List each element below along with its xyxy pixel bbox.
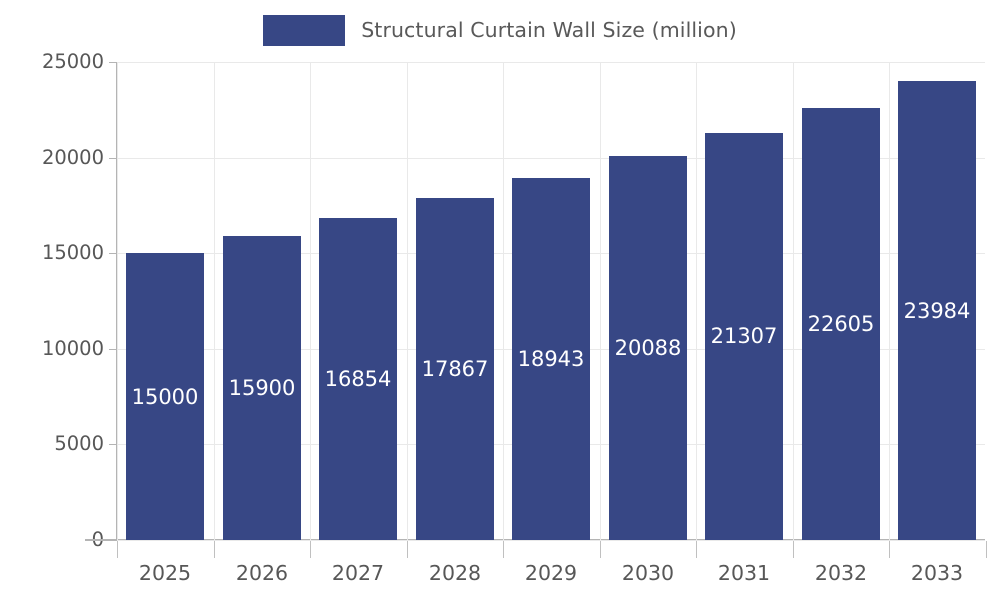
y-tick-label: 10000 bbox=[41, 336, 104, 360]
x-tick-label: 2028 bbox=[428, 561, 482, 585]
chart-legend[interactable]: Structural Curtain Wall Size (million) bbox=[0, 12, 1000, 48]
y-axis-labels: 0 5000 10000 15000 20000 25000 bbox=[0, 0, 116, 600]
bar-value-label: 20088 bbox=[614, 336, 682, 360]
x-gridline bbox=[696, 62, 697, 540]
bar-value-label: 16854 bbox=[324, 367, 392, 391]
y-tick-mark bbox=[109, 62, 116, 63]
x-tick-label: 2032 bbox=[814, 561, 868, 585]
plot-area: 15000 15900 16854 17867 18943 20088 21307 22605… bbox=[117, 62, 985, 541]
legend-label: Structural Curtain Wall Size (million) bbox=[361, 18, 737, 42]
x-tick-mark bbox=[310, 541, 311, 558]
x-tick-mark bbox=[503, 541, 504, 558]
bar[interactable] bbox=[898, 81, 976, 540]
bar[interactable] bbox=[802, 108, 880, 540]
y-gridline bbox=[117, 62, 985, 63]
y-tick-label: 25000 bbox=[41, 50, 104, 73]
bar-value-label: 18943 bbox=[517, 347, 585, 371]
x-gridline bbox=[503, 62, 504, 540]
x-tick-mark bbox=[696, 541, 697, 558]
bar[interactable] bbox=[223, 236, 301, 540]
bar-value-label: 17867 bbox=[421, 357, 489, 381]
bar-value-label: 23984 bbox=[903, 299, 971, 323]
y-gridline bbox=[117, 157, 985, 159]
legend-color-swatch bbox=[263, 14, 346, 46]
bar[interactable] bbox=[126, 253, 204, 540]
x-tick-label: 2033 bbox=[910, 561, 964, 585]
x-tick-mark bbox=[793, 541, 794, 558]
x-tick-mark bbox=[214, 541, 215, 558]
y-gridline bbox=[117, 540, 985, 541]
bar[interactable] bbox=[512, 178, 590, 540]
x-tick-mark bbox=[600, 541, 601, 558]
y-tick-mark bbox=[109, 348, 116, 350]
bar-value-label: 22605 bbox=[807, 312, 875, 336]
y-tick-label: 20000 bbox=[41, 145, 104, 169]
y-tick-mark bbox=[109, 253, 116, 255]
x-gridline bbox=[889, 62, 890, 540]
x-tick-label: 2027 bbox=[331, 561, 385, 585]
bar-value-label: 15900 bbox=[228, 376, 296, 400]
x-tick-label: 2031 bbox=[717, 561, 771, 585]
bar-value-label: 21307 bbox=[710, 324, 778, 348]
bar[interactable] bbox=[416, 198, 494, 540]
x-gridline bbox=[310, 62, 311, 540]
x-gridline bbox=[117, 62, 118, 540]
x-gridline bbox=[214, 62, 215, 540]
x-tick-label: 2026 bbox=[235, 561, 289, 585]
x-tick-mark bbox=[986, 541, 987, 558]
y-tick-label: 15000 bbox=[41, 241, 104, 265]
bar[interactable] bbox=[319, 218, 397, 540]
x-tick-label: 2029 bbox=[524, 561, 578, 585]
x-gridline bbox=[793, 62, 794, 540]
x-tick-label: 2030 bbox=[621, 561, 675, 585]
x-gridline bbox=[600, 62, 601, 540]
bar[interactable] bbox=[609, 156, 687, 540]
bar[interactable] bbox=[705, 133, 783, 540]
x-tick-mark bbox=[407, 541, 408, 558]
y-tick-mark bbox=[109, 157, 116, 159]
x-gridline bbox=[407, 62, 408, 540]
x-tick-mark bbox=[889, 541, 890, 558]
x-tick-label: 2025 bbox=[138, 561, 192, 585]
y-tick-mark bbox=[109, 444, 116, 446]
bar-value-label: 15000 bbox=[131, 385, 199, 409]
y-tick-label: 5000 bbox=[54, 432, 104, 456]
x-tick-mark bbox=[117, 541, 118, 558]
